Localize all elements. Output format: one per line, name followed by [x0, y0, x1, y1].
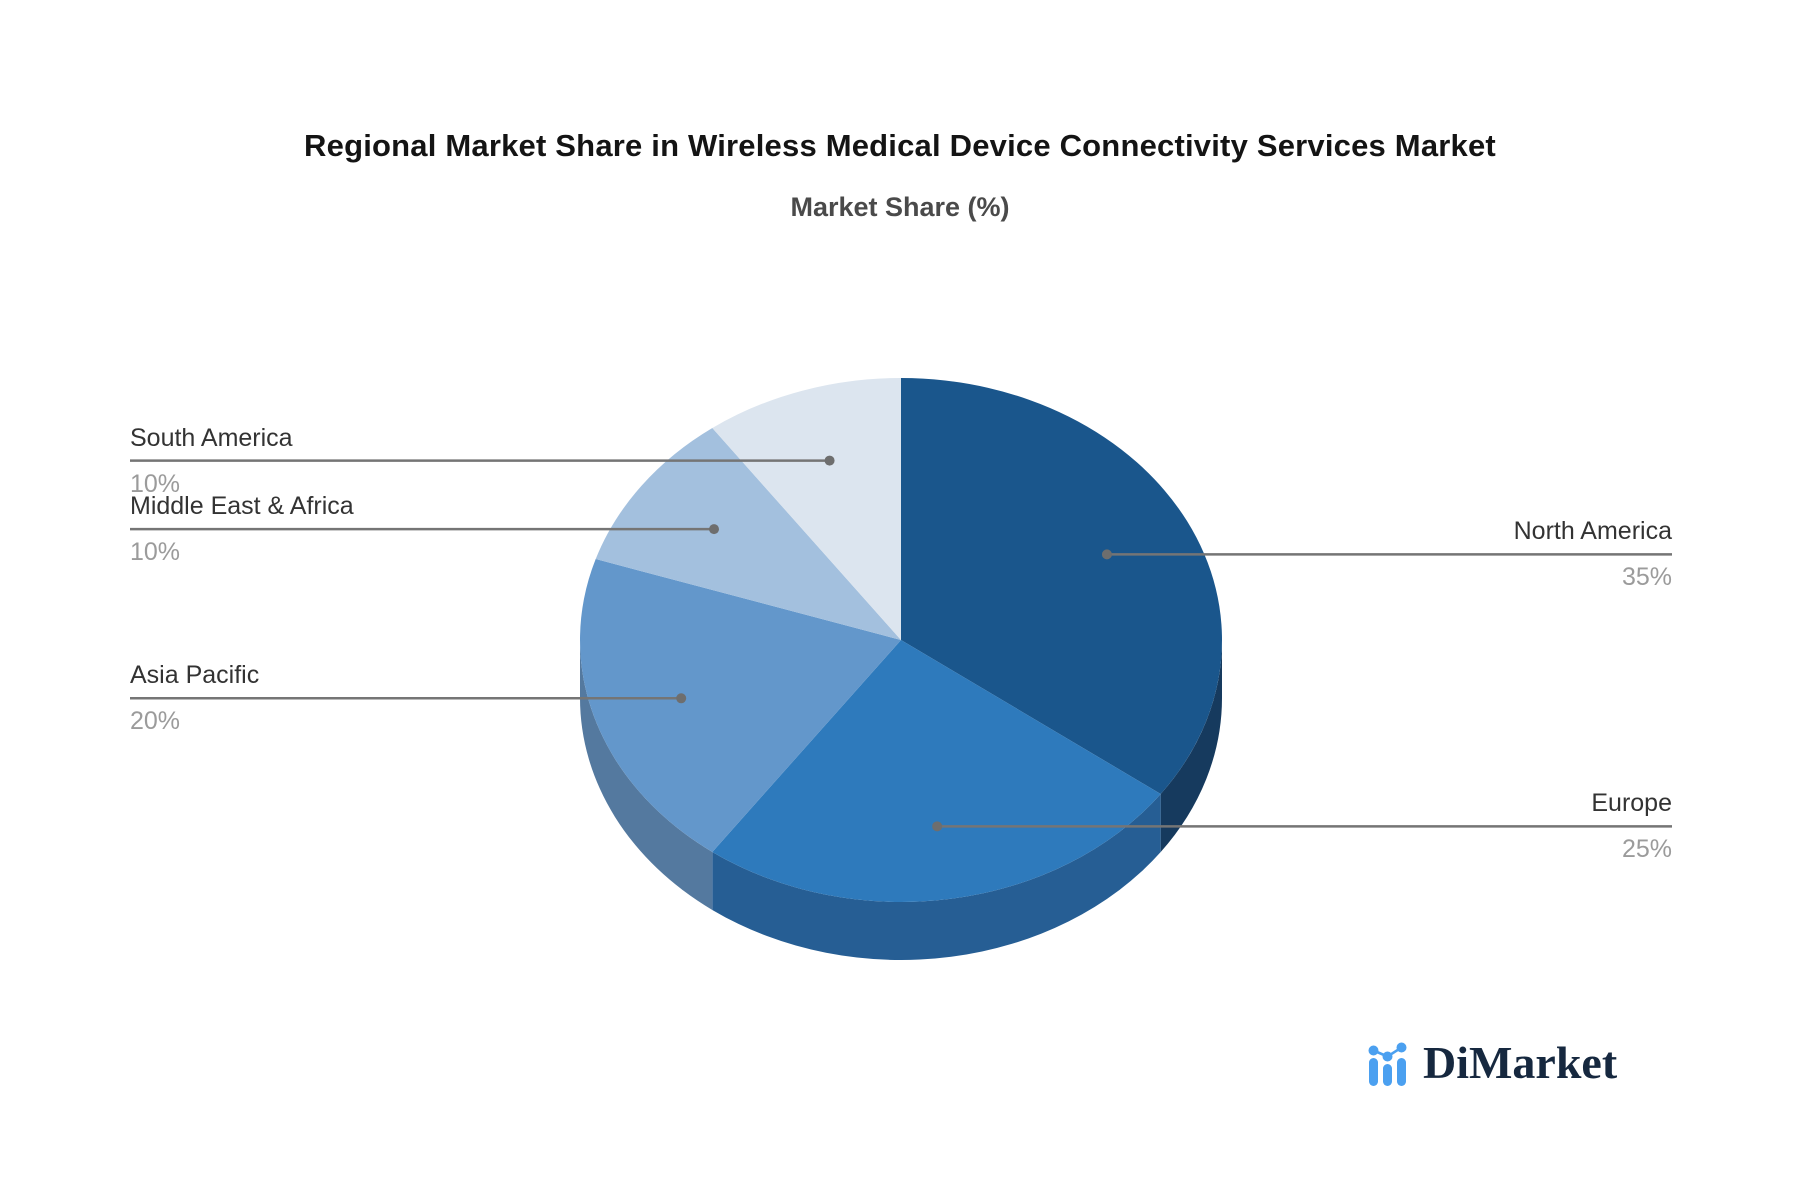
pie-slice-middle-east-africa — [595, 428, 901, 640]
slice-label-europe: Europe 25% — [1591, 786, 1672, 864]
bar-line-chart-icon — [1368, 1042, 1407, 1086]
leader-dot-north-america — [1101, 549, 1112, 560]
pie-slice-europe — [712, 640, 1161, 902]
slice-label-asia-pacific: Asia Pacific 20% — [130, 658, 259, 736]
pie-slice-south-america — [712, 378, 901, 640]
slice-value: 25% — [1621, 835, 1672, 864]
pie-slice-asia-pacific — [580, 559, 901, 852]
pie-slice-side-europe — [712, 793, 1161, 960]
leader-dot-south-america — [824, 455, 835, 466]
slice-label-south-america: South America 10% — [130, 421, 293, 499]
slice-label-north-america: North America 35% — [1514, 514, 1672, 592]
pie-slice-side-asia-pacific — [580, 640, 713, 910]
slice-value: 10% — [130, 469, 181, 498]
slice-value: 20% — [130, 707, 181, 736]
slice-name: Europe — [1591, 789, 1672, 818]
slice-value: 10% — [130, 538, 181, 567]
slice-name: Asia Pacific — [130, 661, 260, 690]
leader-dot-middle-east-africa — [709, 524, 720, 535]
slice-value: 35% — [1621, 563, 1672, 592]
leader-dot-asia-pacific — [676, 693, 687, 704]
leader-dot-europe — [932, 821, 943, 832]
dimarket-logo: DiMarket — [1367, 1040, 1617, 1086]
slice-label-middle-east-africa: Middle East & Africa 10% — [130, 489, 354, 567]
pie-slice-side-north-america — [1160, 640, 1222, 852]
chart-subtitle: Market Share (%) — [790, 192, 1010, 222]
logo-text: DiMarket — [1423, 1037, 1618, 1088]
slice-name: North America — [1513, 517, 1672, 546]
slice-name: South America — [130, 423, 293, 452]
pie-slice-north-america — [901, 378, 1222, 794]
chart-title: Regional Market Share in Wireless Medica… — [304, 128, 1496, 163]
slice-name: Middle East & Africa — [130, 492, 354, 521]
